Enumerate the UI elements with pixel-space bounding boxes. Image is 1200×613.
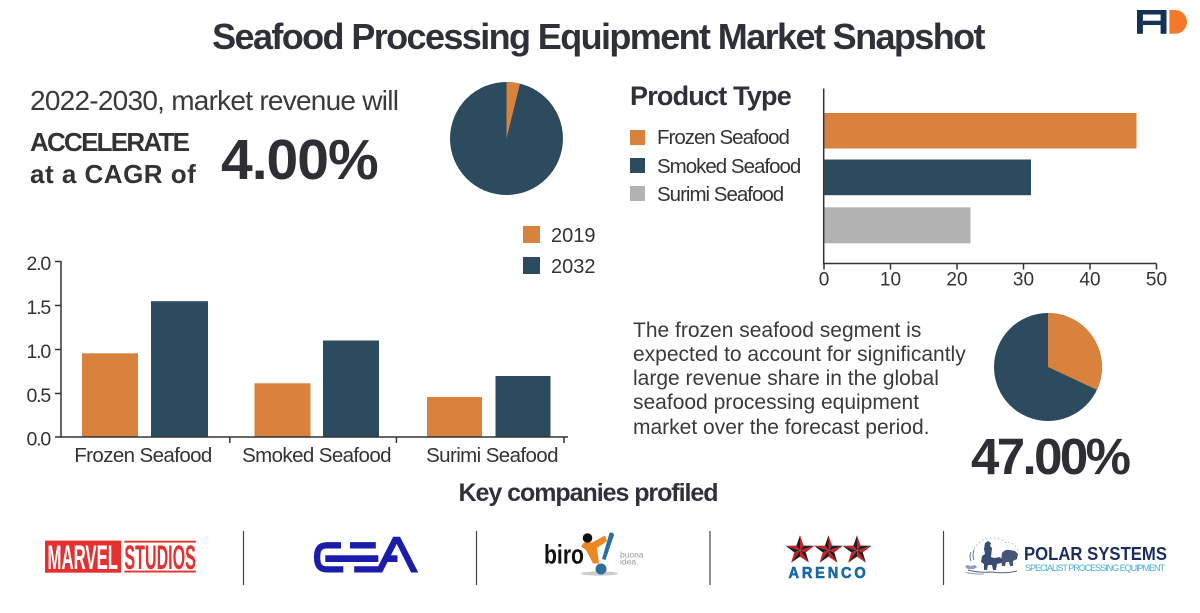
svg-text:Frozen Seafood: Frozen Seafood xyxy=(74,444,212,467)
svg-text:0: 0 xyxy=(819,270,830,291)
svg-text:SPECIALIST PROCESSING EQUIPMEN: SPECIALIST PROCESSING EQUIPMENT xyxy=(1025,563,1166,573)
svg-text:50: 50 xyxy=(1146,270,1167,291)
svg-text:buona: buona xyxy=(620,550,644,560)
svg-text:MARVEL: MARVEL xyxy=(48,539,119,577)
svg-text:20: 20 xyxy=(946,270,967,291)
svg-text:biro: biro xyxy=(544,540,584,570)
svg-text:0.5: 0.5 xyxy=(26,385,51,407)
svg-text:1.5: 1.5 xyxy=(26,297,51,319)
svg-text:2.0: 2.0 xyxy=(26,253,51,275)
svg-text:40: 40 xyxy=(1079,270,1100,291)
svg-text:0.0: 0.0 xyxy=(26,429,51,451)
svg-text:Surimi Seafood: Surimi Seafood xyxy=(426,444,558,467)
svg-text:STUDIOS: STUDIOS xyxy=(124,539,195,577)
svg-text:idea.: idea. xyxy=(620,557,638,567)
svg-text:Smoked Seafood: Smoked Seafood xyxy=(242,444,391,467)
svg-text:10: 10 xyxy=(880,270,901,291)
svg-text:1.0: 1.0 xyxy=(26,341,51,363)
svg-text:POLAR SYSTEMS: POLAR SYSTEMS xyxy=(1024,544,1167,564)
svg-text:ARENCO: ARENCO xyxy=(789,565,869,582)
svg-text:30: 30 xyxy=(1013,270,1034,291)
